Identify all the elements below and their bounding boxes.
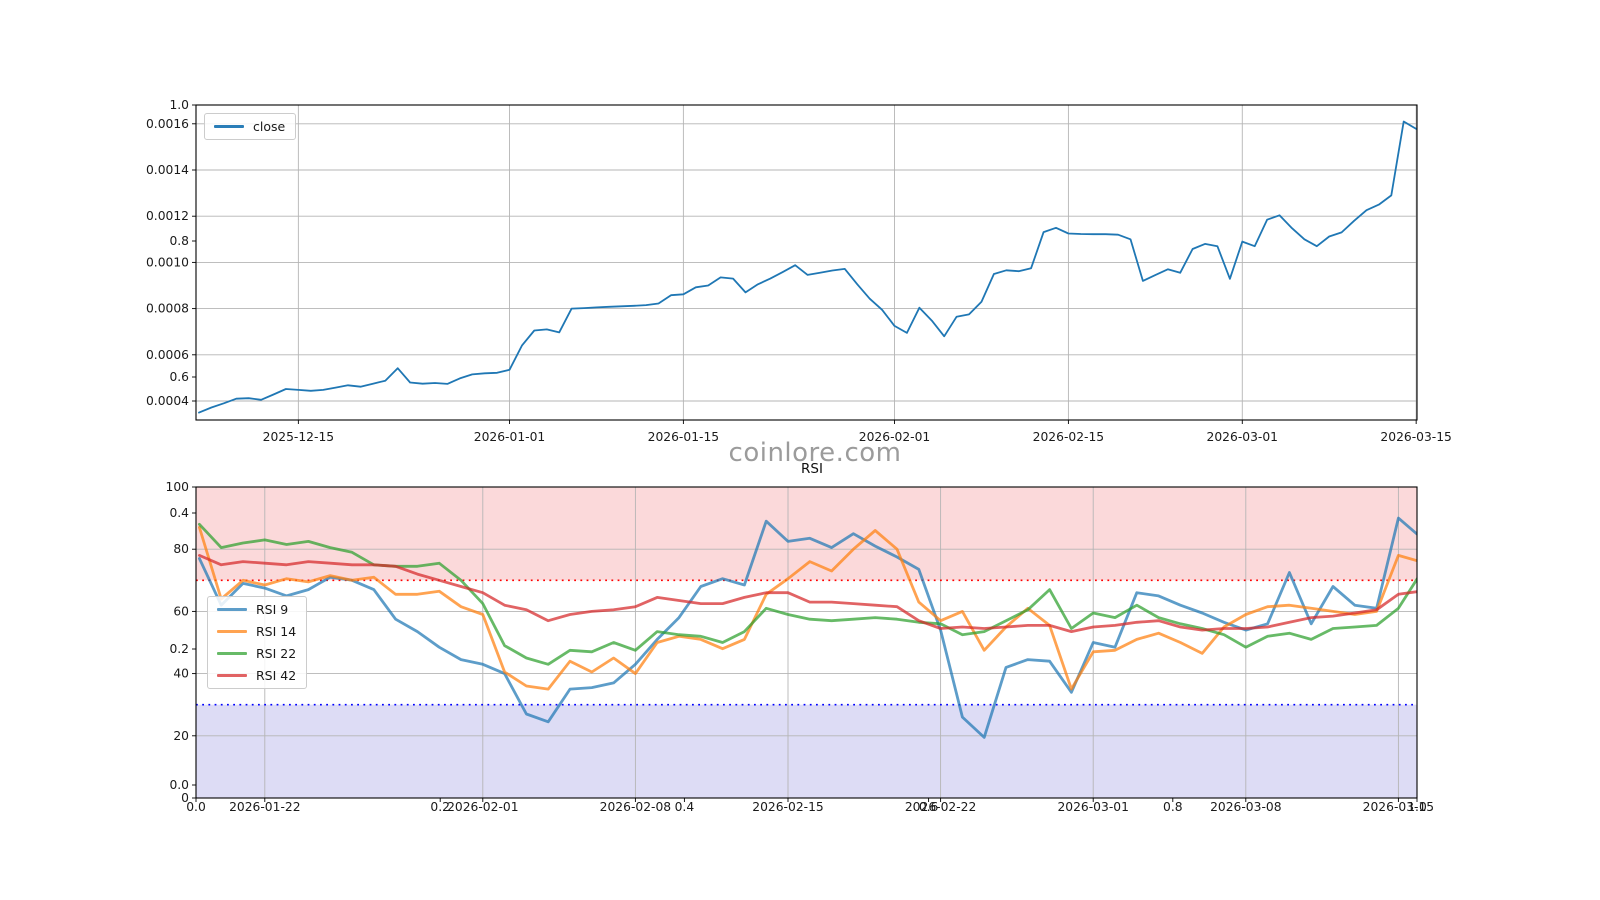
y-tick-label: 0 — [181, 791, 189, 805]
legend-item-rsi9: RSI 9 — [217, 602, 296, 617]
y-tick-label: 0.0012 — [146, 209, 189, 223]
overlay-x-tick-label: 0.8 — [1163, 800, 1183, 814]
y-tick-label: 40 — [173, 667, 189, 681]
y-tick-label: 0.0014 — [146, 163, 189, 177]
price-panel: 2025-12-15 2026-01-01 2026-01-15 2026-02-01… — [146, 104, 1452, 444]
overlay-y-tick-label: 0.0 — [169, 778, 189, 792]
overlay-x-tick-label: 0.0 — [186, 800, 206, 814]
close-line-swatch — [214, 125, 244, 128]
y-tick-label: 20 — [173, 729, 189, 743]
rsi42-line — [197, 554, 1417, 633]
rsi22-line — [197, 522, 1417, 666]
overlay-x-tick-label: 0.4 — [675, 800, 695, 814]
overlay-y-tick-label: 1.0 — [169, 98, 189, 112]
x-tick-label: 2026-02-01 — [859, 430, 930, 444]
overlay-y-tick-label: 0.2 — [169, 642, 189, 656]
x-tick-label: 2026-03-15 — [1363, 800, 1434, 814]
x-tick-label: 2026-01-22 — [229, 800, 300, 814]
y-tick-label: 0.0006 — [146, 348, 189, 362]
legend-item-close: close — [214, 119, 285, 134]
overlay-axis: 1.0 0.8 0.6 0.4 0.2 0.0 0.0 0.2 0.4 0.6 0.8 1.0 — [169, 98, 1426, 814]
x-tick-label: 2026-02-22 — [905, 800, 976, 814]
legend-label: RSI 22 — [256, 646, 297, 661]
legend-label: RSI 9 — [256, 602, 289, 617]
y-tick-label: 0.0010 — [146, 255, 189, 269]
legend-label: close — [253, 119, 286, 134]
x-tick-label: 2026-03-01 — [1207, 430, 1278, 444]
close-line — [198, 120, 1417, 414]
rsi14-line-swatch — [217, 630, 247, 633]
legend-item-rsi42: RSI 42 — [217, 668, 296, 683]
x-tick-label: 2026-02-15 — [1033, 430, 1104, 444]
x-tick-label: 2026-01-01 — [474, 430, 545, 444]
rsi9-line-swatch — [217, 608, 247, 611]
y-tick-label: 0.0008 — [146, 302, 189, 316]
legend-item-rsi22: RSI 22 — [217, 646, 296, 661]
price-legend: close — [204, 113, 297, 140]
legend-label: RSI 14 — [256, 624, 297, 639]
overlay-x-tick-label: 0.6 — [919, 800, 939, 814]
rsi9-line — [197, 516, 1417, 739]
overlay-y-tick-label: 0.6 — [169, 370, 189, 384]
x-tick-label: 2026-02-08 — [600, 800, 671, 814]
rsi14-line — [197, 526, 1417, 691]
x-tick-label: 2026-02-01 — [447, 800, 518, 814]
rsi-legend: RSI 9 RSI 14 RSI 22 RSI 42 — [207, 596, 308, 689]
overlay-x-tick-label: 1.0 — [1407, 800, 1427, 814]
y-tick-label: 0.0004 — [146, 394, 189, 408]
rsi42-line-swatch — [217, 674, 247, 677]
x-tick-label: 2026-02-15 — [752, 800, 823, 814]
legend-item-rsi14: RSI 14 — [217, 624, 296, 639]
y-tick-label: 60 — [173, 604, 189, 618]
x-tick-label: 2026-03-01 — [1057, 800, 1128, 814]
legend-label: RSI 42 — [256, 668, 297, 683]
x-tick-label: 2025-12-15 — [263, 430, 334, 444]
overlay-x-tick-label: 0.2 — [430, 800, 450, 814]
y-tick-label: 100 — [166, 480, 189, 494]
watermark-text: coinlore.com — [728, 438, 902, 468]
x-tick-label: 2026-03-08 — [1210, 800, 1281, 814]
x-tick-label: 2026-03-15 — [1380, 430, 1451, 444]
x-tick-label: 2026-01-15 — [648, 430, 719, 444]
y-tick-label: 0.0016 — [146, 117, 189, 131]
overlay-y-tick-label: 0.8 — [169, 234, 189, 248]
rsi22-line-swatch — [217, 652, 247, 655]
overlay-y-tick-label: 0.4 — [169, 506, 189, 520]
rsi-panel-title: RSI — [801, 461, 823, 477]
rsi-panel: 2026-01-22 2026-02-01 2026-02-08 2026-02-15… — [166, 480, 1435, 814]
y-tick-label: 80 — [173, 542, 189, 556]
rsi-band — [196, 704, 1417, 798]
